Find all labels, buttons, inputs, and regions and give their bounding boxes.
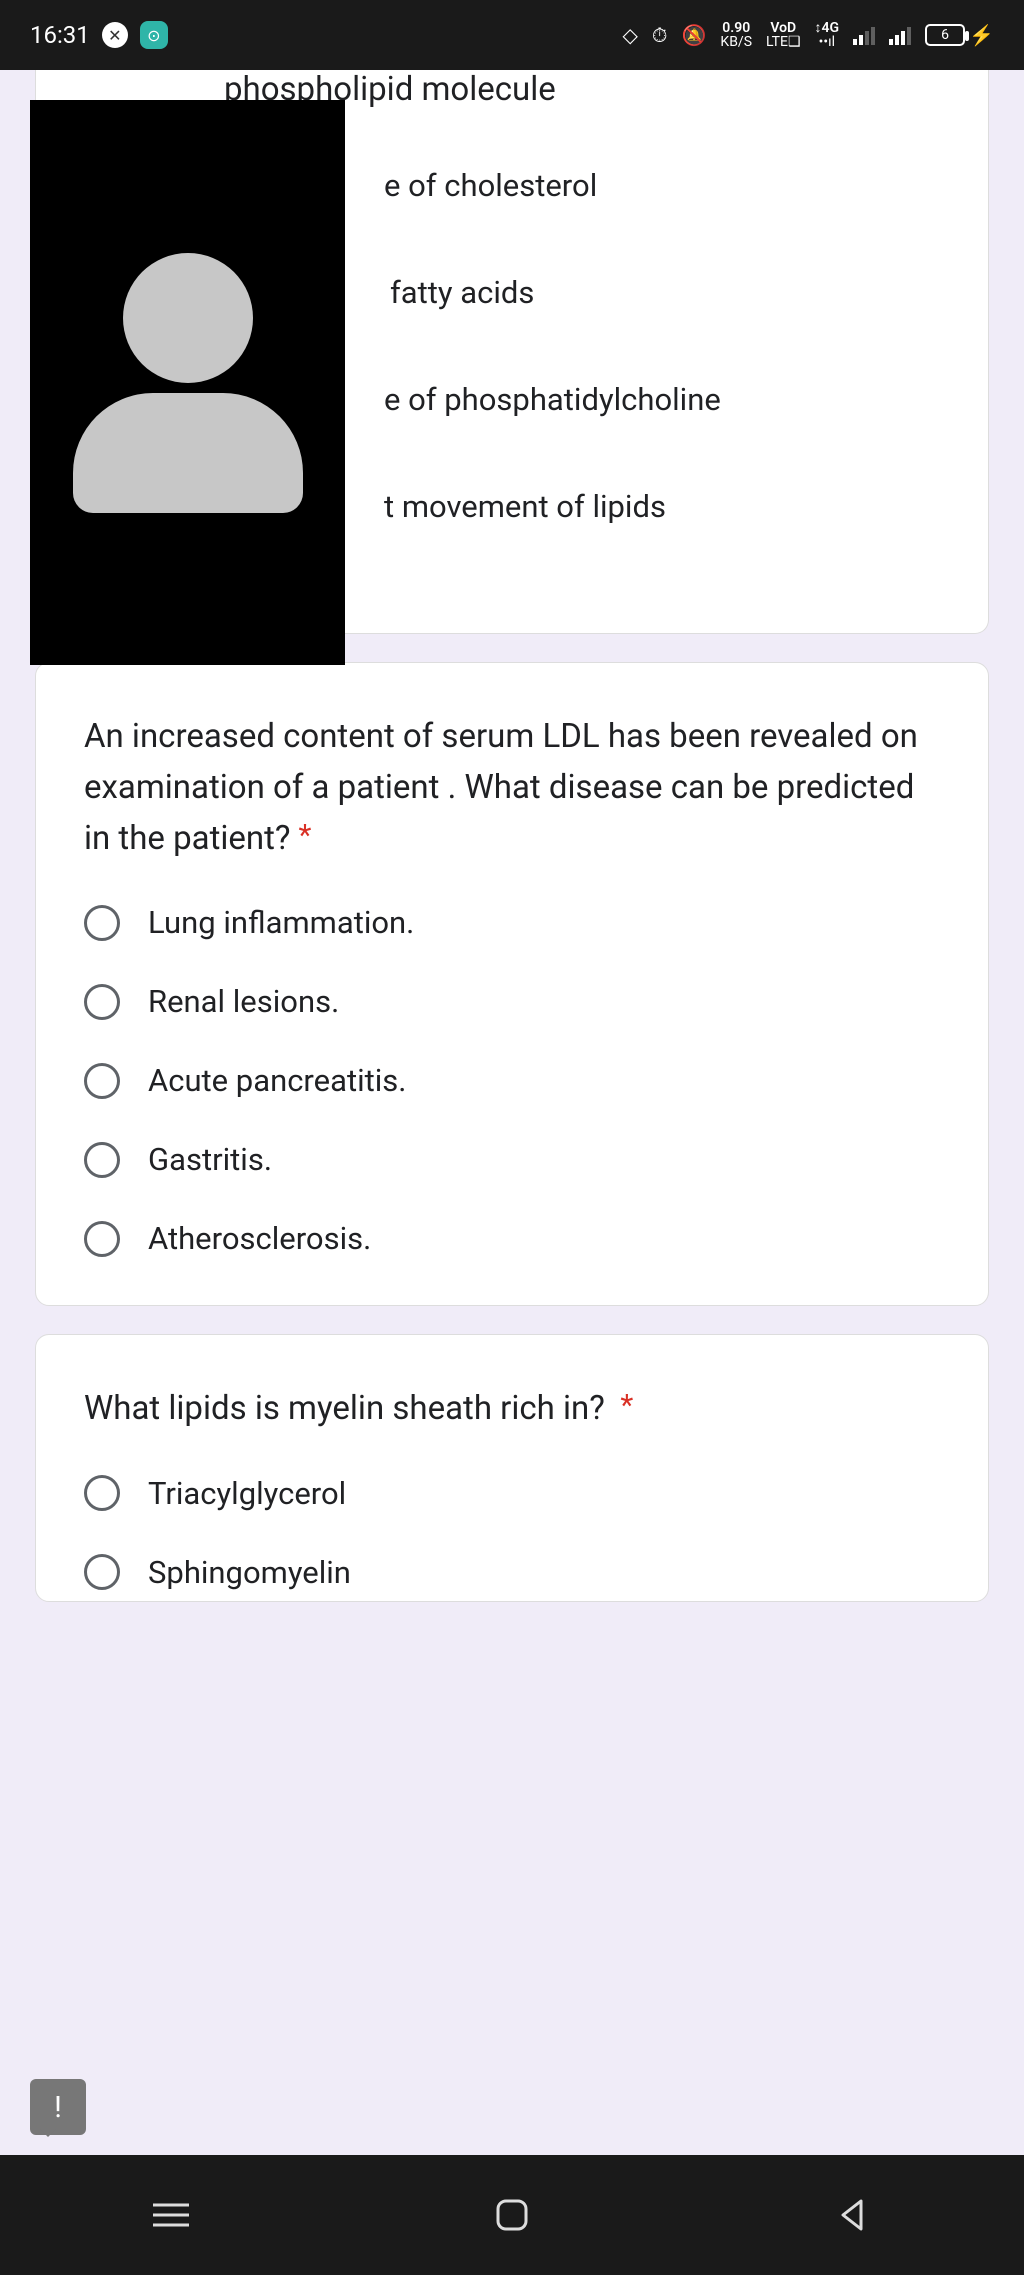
question-card-3: What lipids is myelin sheath rich in? * … — [35, 1334, 989, 1601]
android-status-bar: 16:31 ✕ ⊙ ◇ ⏱ 🔕 0.90 KB/S VoD LTE❑ ↕4G •… — [0, 0, 1024, 70]
q3-option-0[interactable]: Triacylglycerol — [84, 1475, 940, 1512]
q2-option-2[interactable]: Acute pancreatitis. — [84, 1062, 940, 1099]
recent-apps-button[interactable] — [141, 2185, 201, 2245]
q2-option-3[interactable]: Gastritis. — [84, 1141, 940, 1178]
volte-indicator: VoD LTE❑ — [766, 21, 801, 49]
battery-indicator: 6 ⚡ — [925, 23, 994, 47]
bell-muted-icon: 🔕 — [682, 23, 707, 47]
option-label: Lung inflammation. — [148, 904, 414, 941]
default-avatar-icon — [73, 253, 303, 513]
q1-option-partial-0[interactable]: e of cholesterol — [384, 167, 940, 204]
signal-strength-icon — [853, 25, 875, 45]
option-label: Renal lesions. — [148, 983, 339, 1020]
q1-option-partial-2[interactable]: e of phosphatidylcholine — [384, 381, 940, 418]
q3-option-1[interactable]: Sphingomyelin — [84, 1554, 940, 1591]
network-speed: 0.90 KB/S — [720, 21, 752, 49]
q1-option-partial-1[interactable]: fatty acids — [384, 274, 940, 311]
q2-option-0[interactable]: Lung inflammation. — [84, 904, 940, 941]
required-star-icon: * — [299, 818, 312, 853]
status-time: 16:31 — [30, 21, 90, 49]
close-notification-icon: ✕ — [102, 22, 128, 48]
option-label: Sphingomyelin — [148, 1554, 351, 1591]
required-star-icon: * — [613, 1388, 633, 1423]
q2-question-text: An increased content of serum LDL has be… — [84, 711, 940, 864]
back-button[interactable] — [823, 2185, 883, 2245]
radio-icon — [84, 1142, 120, 1178]
alarm-icon: ⏱ — [652, 23, 668, 47]
q3-question-text: What lipids is myelin sheath rich in? * — [84, 1383, 940, 1434]
radio-icon — [84, 905, 120, 941]
q1-option-partial-3[interactable]: t movement of lipids — [384, 488, 940, 525]
radio-icon — [84, 1221, 120, 1257]
exclamation-icon: ! — [54, 2090, 62, 2125]
radio-icon — [84, 984, 120, 1020]
app-notification-icon: ⊙ — [140, 21, 168, 49]
home-button[interactable] — [482, 2185, 542, 2245]
q2-options-group: Lung inflammation. Renal lesions. Acute … — [84, 904, 940, 1257]
radio-icon — [84, 1063, 120, 1099]
option-label: Atherosclerosis. — [148, 1220, 371, 1257]
q2-option-1[interactable]: Renal lesions. — [84, 983, 940, 1020]
charging-icon: ⚡ — [969, 23, 994, 47]
radio-icon — [84, 1554, 120, 1590]
android-nav-bar — [0, 2155, 1024, 2275]
feedback-button[interactable]: ! — [30, 2079, 86, 2135]
radio-icon — [84, 1475, 120, 1511]
signal-strength-icon-2 — [889, 25, 911, 45]
question-card-2: An increased content of serum LDL has be… — [35, 662, 989, 1306]
option-label: Triacylglycerol — [148, 1475, 346, 1512]
network-type: ↕4G ••ıl — [815, 21, 840, 49]
q3-options-group: Triacylglycerol Sphingomyelin — [84, 1475, 940, 1591]
droplet-icon: ◇ — [623, 23, 638, 47]
q2-option-4[interactable]: Atherosclerosis. — [84, 1220, 940, 1257]
floating-video-thumbnail[interactable] — [30, 100, 345, 665]
option-label: Gastritis. — [148, 1141, 272, 1178]
option-label: Acute pancreatitis. — [148, 1062, 406, 1099]
